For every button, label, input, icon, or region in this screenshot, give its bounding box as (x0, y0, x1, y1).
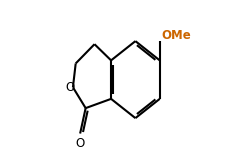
Text: O: O (65, 81, 74, 94)
Text: O: O (76, 137, 85, 150)
Text: OMe: OMe (161, 29, 191, 42)
